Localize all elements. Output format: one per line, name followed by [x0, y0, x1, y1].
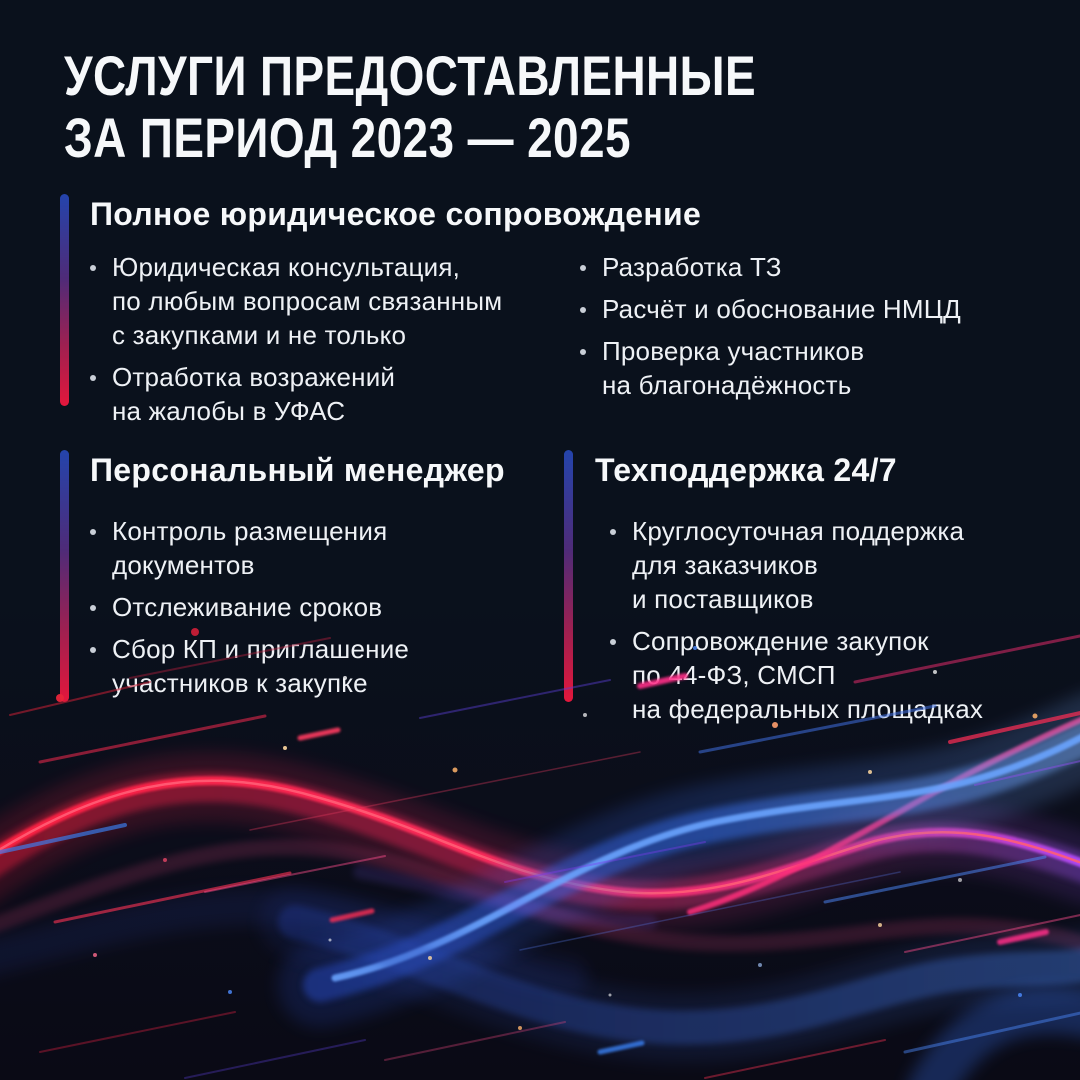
- list-item-text: Отслеживание сроков: [112, 592, 383, 622]
- section-accent-bar: [60, 194, 69, 406]
- section-tech-support: Техподдержка 24/7 Круглосуточная поддерж…: [564, 450, 1044, 760]
- list-item: Круглосуточная поддержка для заказчиков …: [610, 514, 1040, 616]
- list-item-text: Разработка ТЗ: [602, 252, 782, 282]
- section-legal-support: Полное юридическое сопровождение Юридиче…: [60, 194, 1040, 426]
- bullet-dot-icon: [580, 265, 586, 271]
- bullet-dot-icon: [90, 265, 96, 271]
- column-left: Юридическая консультация, по любым вопро…: [90, 250, 560, 428]
- bullet-dot-icon: [610, 529, 616, 535]
- list-item: Сопровождение закупок по 44-ФЗ, СМСП на …: [610, 624, 1040, 726]
- list-item: Разработка ТЗ: [580, 250, 1030, 284]
- section-title: Полное юридическое сопровождение: [90, 196, 702, 232]
- list-item-text: Сопровождение закупок по 44-ФЗ, СМСП на …: [632, 626, 984, 724]
- section-accent-bar: [60, 450, 69, 702]
- list-item: Сбор КП и приглашение участников к закуп…: [90, 632, 550, 700]
- bullet-dot-icon: [90, 529, 96, 535]
- section-title: Персональный менеджер: [90, 452, 505, 488]
- list-item: Отслеживание сроков: [90, 590, 550, 624]
- bullet-dot-icon: [90, 375, 96, 381]
- list-item: Расчёт и обоснование НМЦД: [580, 292, 1030, 326]
- bullet-dot-icon: [580, 307, 586, 313]
- bullet-dot-icon: [90, 647, 96, 653]
- bullet-dot-icon: [90, 605, 96, 611]
- page-title: УСЛУГИ ПРЕДОСТАВЛЕННЫЕ ЗА ПЕРИОД 2023 — …: [64, 44, 756, 169]
- list-item-text: Расчёт и обоснование НМЦД: [602, 294, 961, 324]
- section-title: Техподдержка 24/7: [595, 452, 897, 488]
- wave-ribbons-blue: [0, 694, 1080, 1080]
- list-item-text: Отработка возражений на жалобы в УФАС: [112, 362, 396, 426]
- list-item: Отработка возражений на жалобы в УФАС: [90, 360, 560, 428]
- bullet-dot-icon: [610, 639, 616, 645]
- section-personal-manager: Персональный менеджер Контроль размещени…: [60, 450, 565, 750]
- list-item-text: Контроль размещения документов: [112, 516, 388, 580]
- bullet-dot-icon: [580, 349, 586, 355]
- list-item: Проверка участников на благонадёжность: [580, 334, 1030, 402]
- list-item-text: Проверка участников на благонадёжность: [602, 336, 865, 400]
- list-item-text: Сбор КП и приглашение участников к закуп…: [112, 634, 410, 698]
- list-item: Юридическая консультация, по любым вопро…: [90, 250, 560, 352]
- section-accent-bar: [564, 450, 573, 702]
- list-item-text: Круглосуточная поддержка для заказчиков …: [632, 516, 965, 614]
- list-item-text: Юридическая консультация, по любым вопро…: [112, 252, 503, 350]
- column-right: Разработка ТЗ Расчёт и обоснование НМЦД …: [580, 250, 1030, 402]
- list-item: Контроль размещения документов: [90, 514, 550, 582]
